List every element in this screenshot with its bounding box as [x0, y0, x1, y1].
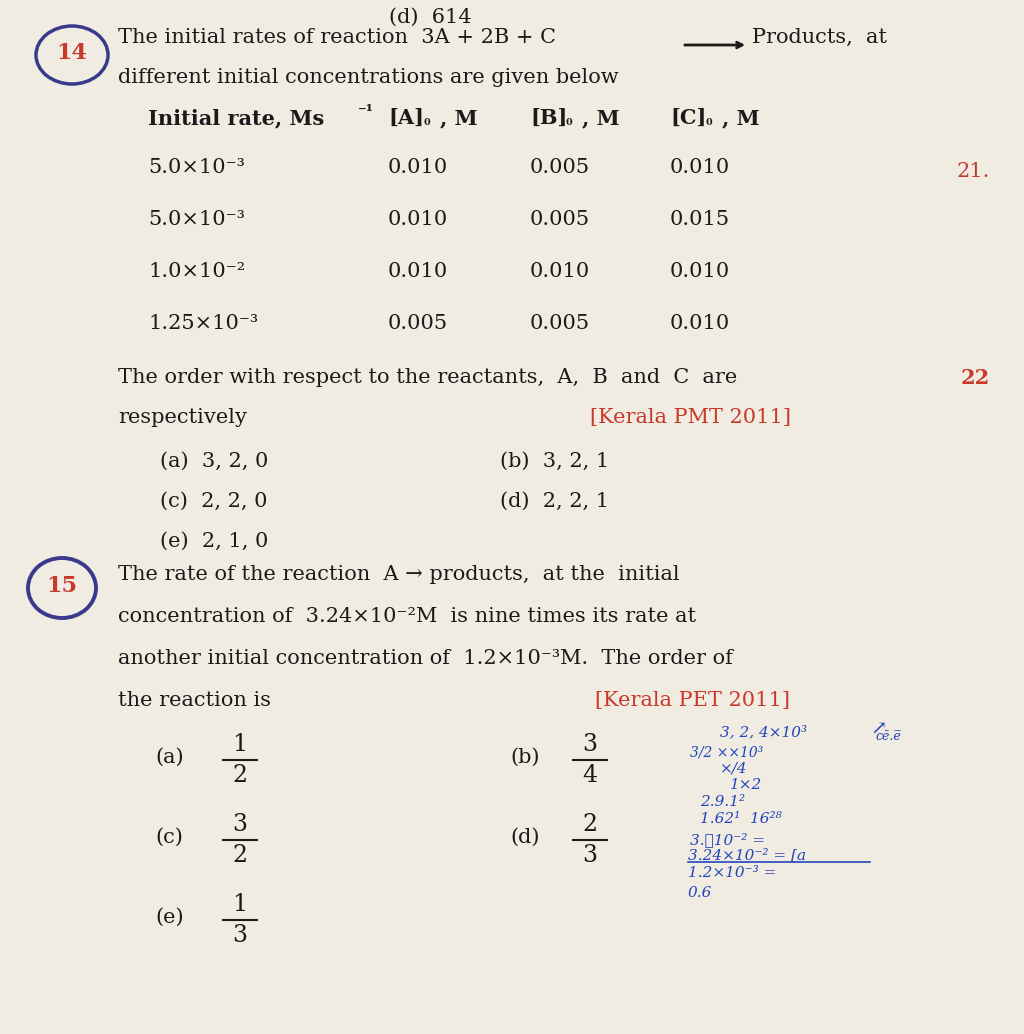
Text: cē.e̅: cē.e̅: [874, 730, 901, 743]
Text: 21.: 21.: [956, 162, 990, 181]
Text: 4: 4: [583, 764, 598, 787]
Text: [A]: [A]: [388, 108, 424, 128]
Text: 1.62¹  16²⁸: 1.62¹ 16²⁸: [700, 812, 781, 826]
Text: (e)  2, 1, 0: (e) 2, 1, 0: [160, 533, 268, 551]
Text: 3: 3: [583, 733, 597, 756]
Text: 0.015: 0.015: [670, 210, 730, 229]
Text: 0.010: 0.010: [388, 210, 449, 229]
Text: ₀: ₀: [566, 114, 572, 128]
Text: (d)  614: (d) 614: [389, 8, 471, 27]
Text: , M: , M: [582, 108, 620, 128]
Text: ₀: ₀: [424, 114, 431, 128]
Text: the reaction is: the reaction is: [118, 691, 271, 710]
Text: 3.24×10⁻² = [a: 3.24×10⁻² = [a: [688, 848, 806, 862]
Text: 0.005: 0.005: [530, 314, 590, 333]
Text: The order with respect to the reactants,  A,  B  and  C  are: The order with respect to the reactants,…: [118, 368, 737, 387]
Text: 0.005: 0.005: [530, 210, 590, 229]
Text: 0.010: 0.010: [670, 314, 730, 333]
Text: (d): (d): [510, 828, 540, 847]
Text: [Kerala PMT 2011]: [Kerala PMT 2011]: [590, 408, 791, 427]
Text: 5.0×10⁻³: 5.0×10⁻³: [148, 158, 245, 177]
Text: ×/4: ×/4: [720, 762, 748, 776]
Text: 15: 15: [46, 575, 78, 597]
Text: , M: , M: [440, 108, 477, 128]
Text: ↗: ↗: [870, 720, 887, 738]
Text: (c)  2, 2, 0: (c) 2, 2, 0: [160, 492, 267, 511]
Text: 1.25×10⁻³: 1.25×10⁻³: [148, 314, 258, 333]
Text: (a): (a): [155, 748, 183, 767]
Text: respectively: respectively: [118, 408, 247, 427]
Text: The initial rates of reaction  3A + 2B + C: The initial rates of reaction 3A + 2B + …: [118, 28, 556, 47]
Text: 0.010: 0.010: [388, 158, 449, 177]
Text: 1.2×10⁻³ =: 1.2×10⁻³ =: [688, 866, 776, 880]
Text: 0.6: 0.6: [688, 886, 713, 900]
Text: concentration of  3.24×10⁻²M  is nine times its rate at: concentration of 3.24×10⁻²M is nine time…: [118, 607, 696, 626]
Text: 1.0×10⁻²: 1.0×10⁻²: [148, 262, 246, 281]
Text: 0.010: 0.010: [530, 262, 590, 281]
Text: (d)  2, 2, 1: (d) 2, 2, 1: [500, 492, 609, 511]
Text: 0.010: 0.010: [670, 262, 730, 281]
Text: 3: 3: [583, 844, 597, 866]
Text: [B]: [B]: [530, 108, 567, 128]
Text: (b)  3, 2, 1: (b) 3, 2, 1: [500, 452, 609, 472]
Text: 1×2: 1×2: [730, 778, 762, 792]
Text: 2: 2: [583, 813, 598, 837]
Text: , M: , M: [722, 108, 760, 128]
Text: 3/2 ××10³: 3/2 ××10³: [690, 746, 763, 759]
Text: 1: 1: [232, 893, 248, 916]
Text: The rate of the reaction  A → products,  at the  initial: The rate of the reaction A → products, a…: [118, 565, 680, 584]
Text: [C]: [C]: [670, 108, 707, 128]
Text: Products,  at: Products, at: [752, 28, 887, 47]
Text: 1: 1: [232, 733, 248, 756]
Text: 2: 2: [232, 764, 248, 787]
Text: 3: 3: [232, 924, 248, 947]
Text: 0.005: 0.005: [530, 158, 590, 177]
Text: (e): (e): [155, 908, 183, 927]
Text: 0.005: 0.005: [388, 314, 449, 333]
Text: 3: 3: [232, 813, 248, 837]
Text: (a)  3, 2, 0: (a) 3, 2, 0: [160, 452, 268, 472]
Text: 3, 2, 4×10³: 3, 2, 4×10³: [720, 725, 807, 739]
Text: ⁻¹: ⁻¹: [358, 104, 374, 121]
Text: 0.010: 0.010: [670, 158, 730, 177]
Text: 3.Ⓞ10⁻² =: 3.Ⓞ10⁻² =: [690, 832, 765, 847]
Text: 2.9.1²: 2.9.1²: [700, 795, 745, 809]
Text: ₀: ₀: [706, 114, 713, 128]
Text: 14: 14: [56, 42, 87, 64]
Text: (b): (b): [510, 748, 540, 767]
Text: 2: 2: [232, 844, 248, 866]
Text: another initial concentration of  1.2×10⁻³M.  The order of: another initial concentration of 1.2×10⁻…: [118, 649, 733, 668]
Text: 0.010: 0.010: [388, 262, 449, 281]
Text: (c): (c): [155, 828, 183, 847]
Text: 5.0×10⁻³: 5.0×10⁻³: [148, 210, 245, 229]
Text: 22: 22: [961, 368, 990, 388]
Text: different initial concentrations are given below: different initial concentrations are giv…: [118, 68, 618, 87]
Text: [Kerala PET 2011]: [Kerala PET 2011]: [595, 691, 790, 710]
Text: Initial rate, Ms: Initial rate, Ms: [148, 108, 325, 128]
